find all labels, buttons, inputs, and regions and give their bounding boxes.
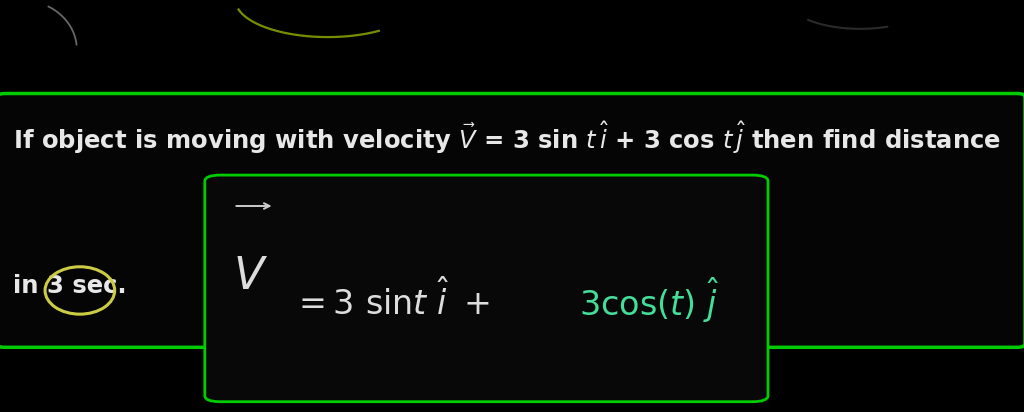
Text: in 3 sec.: in 3 sec.	[13, 274, 127, 298]
Text: $V$: $V$	[233, 255, 268, 297]
Text: $3\mathrm{cos}(t)\ \hat{j}$: $3\mathrm{cos}(t)\ \hat{j}$	[579, 276, 719, 325]
FancyBboxPatch shape	[0, 94, 1024, 347]
Text: $= 3\ \mathrm{sin}t\ \hat{i}\ +$: $= 3\ \mathrm{sin}t\ \hat{i}\ +$	[292, 280, 489, 322]
FancyBboxPatch shape	[205, 175, 768, 402]
Text: If object is moving with velocity $\vec{V}$ = 3 sin $t\,\hat{i}$ + 3 cos $t\,\ha: If object is moving with velocity $\vec{…	[13, 120, 1001, 156]
